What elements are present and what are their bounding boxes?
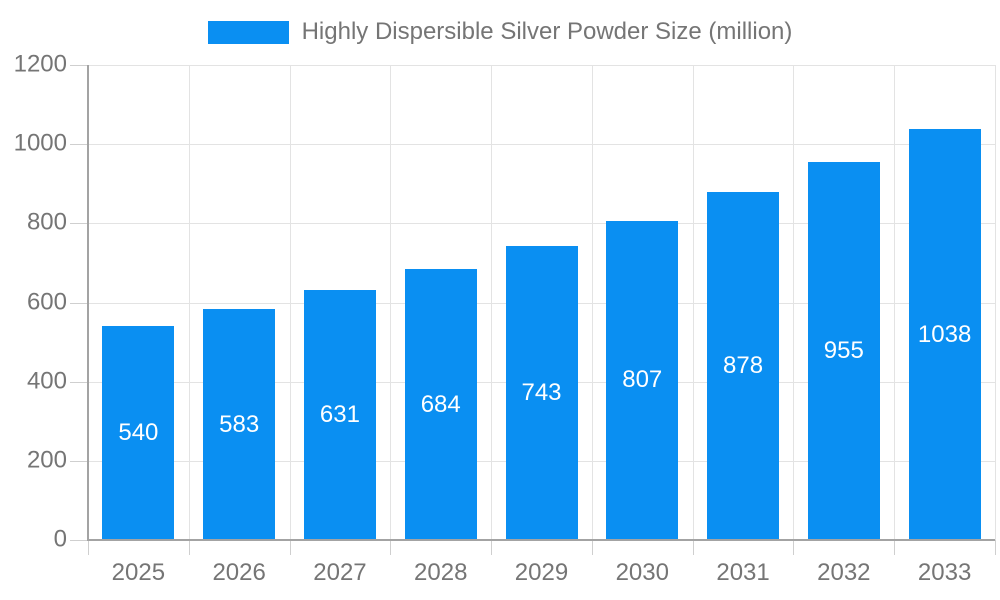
x-tick-label: 2029: [514, 559, 569, 586]
bar-value-label: 631: [319, 401, 360, 429]
h-gridline: [88, 223, 995, 225]
v-gridline: [692, 65, 694, 540]
legend-item[interactable]: Highly Dispersible Silver Powder Size (m…: [207, 18, 793, 46]
y-tick: [70, 223, 88, 225]
y-tick: [70, 65, 88, 66]
y-tick-label: 800: [26, 208, 67, 236]
y-tick-label: 600: [26, 287, 67, 315]
bar[interactable]: 878: [707, 192, 780, 540]
bar[interactable]: 583: [203, 309, 276, 540]
x-tick-label: 2030: [615, 559, 669, 586]
bar[interactable]: 684: [404, 269, 477, 540]
bar-value-label: 540: [118, 419, 159, 447]
y-tick: [70, 302, 88, 304]
x-tick: [390, 540, 392, 555]
bar[interactable]: 807: [606, 220, 679, 540]
v-gridline: [894, 65, 896, 540]
legend-swatch: [207, 20, 289, 44]
v-gridline: [390, 65, 392, 540]
bar-value-label: 955: [823, 336, 864, 364]
bar-value-label: 807: [622, 366, 663, 394]
y-tick-label: 0: [53, 525, 67, 553]
x-tick: [692, 540, 694, 555]
y-tick-label: 200: [26, 446, 67, 474]
y-tick-label: 400: [26, 367, 67, 395]
x-tick: [188, 540, 190, 555]
x-tick-label: 2033: [917, 559, 972, 586]
x-tick-label: 2031: [716, 559, 770, 586]
y-tick: [70, 144, 88, 146]
x-tick: [491, 540, 493, 555]
v-gridline: [591, 65, 593, 540]
x-tick-label: 2027: [313, 559, 367, 586]
legend-label: Highly Dispersible Silver Powder Size (m…: [301, 18, 793, 45]
x-tick: [995, 540, 996, 555]
x-tick: [289, 540, 291, 555]
v-gridline: [995, 65, 996, 540]
x-tick-label: 2028: [414, 559, 468, 586]
x-tick-label: 2032: [817, 559, 871, 586]
bar[interactable]: 540: [102, 326, 175, 540]
legend: Highly Dispersible Silver Powder Size (m…: [0, 17, 1000, 47]
bar[interactable]: 1038: [908, 129, 981, 540]
v-gridline: [793, 65, 795, 540]
y-tick: [70, 381, 88, 383]
bar[interactable]: 955: [807, 161, 880, 540]
x-axis-line: [87, 539, 995, 541]
bar-value-label: 583: [219, 410, 260, 438]
x-tick: [894, 540, 896, 555]
x-tick: [88, 540, 89, 555]
bar-value-label: 684: [420, 390, 461, 418]
x-tick-label: 2026: [212, 559, 266, 586]
y-tick-label: 1200: [13, 50, 67, 78]
x-tick: [793, 540, 795, 555]
v-gridline: [188, 65, 190, 540]
y-tick: [70, 460, 88, 462]
h-gridline: [88, 144, 995, 146]
y-axis-line: [87, 65, 89, 541]
v-gridline: [289, 65, 291, 540]
y-tick-label: 1000: [13, 129, 67, 157]
bar-value-label: 743: [521, 378, 562, 406]
y-tick: [70, 540, 88, 541]
bar[interactable]: 743: [505, 245, 578, 540]
x-tick-label: 2025: [111, 559, 166, 586]
v-gridline: [491, 65, 493, 540]
h-gridline: [88, 65, 995, 66]
bar-value-label: 1038: [917, 320, 972, 348]
x-tick: [591, 540, 593, 555]
bar[interactable]: 631: [303, 290, 376, 540]
bar-value-label: 878: [723, 352, 764, 380]
